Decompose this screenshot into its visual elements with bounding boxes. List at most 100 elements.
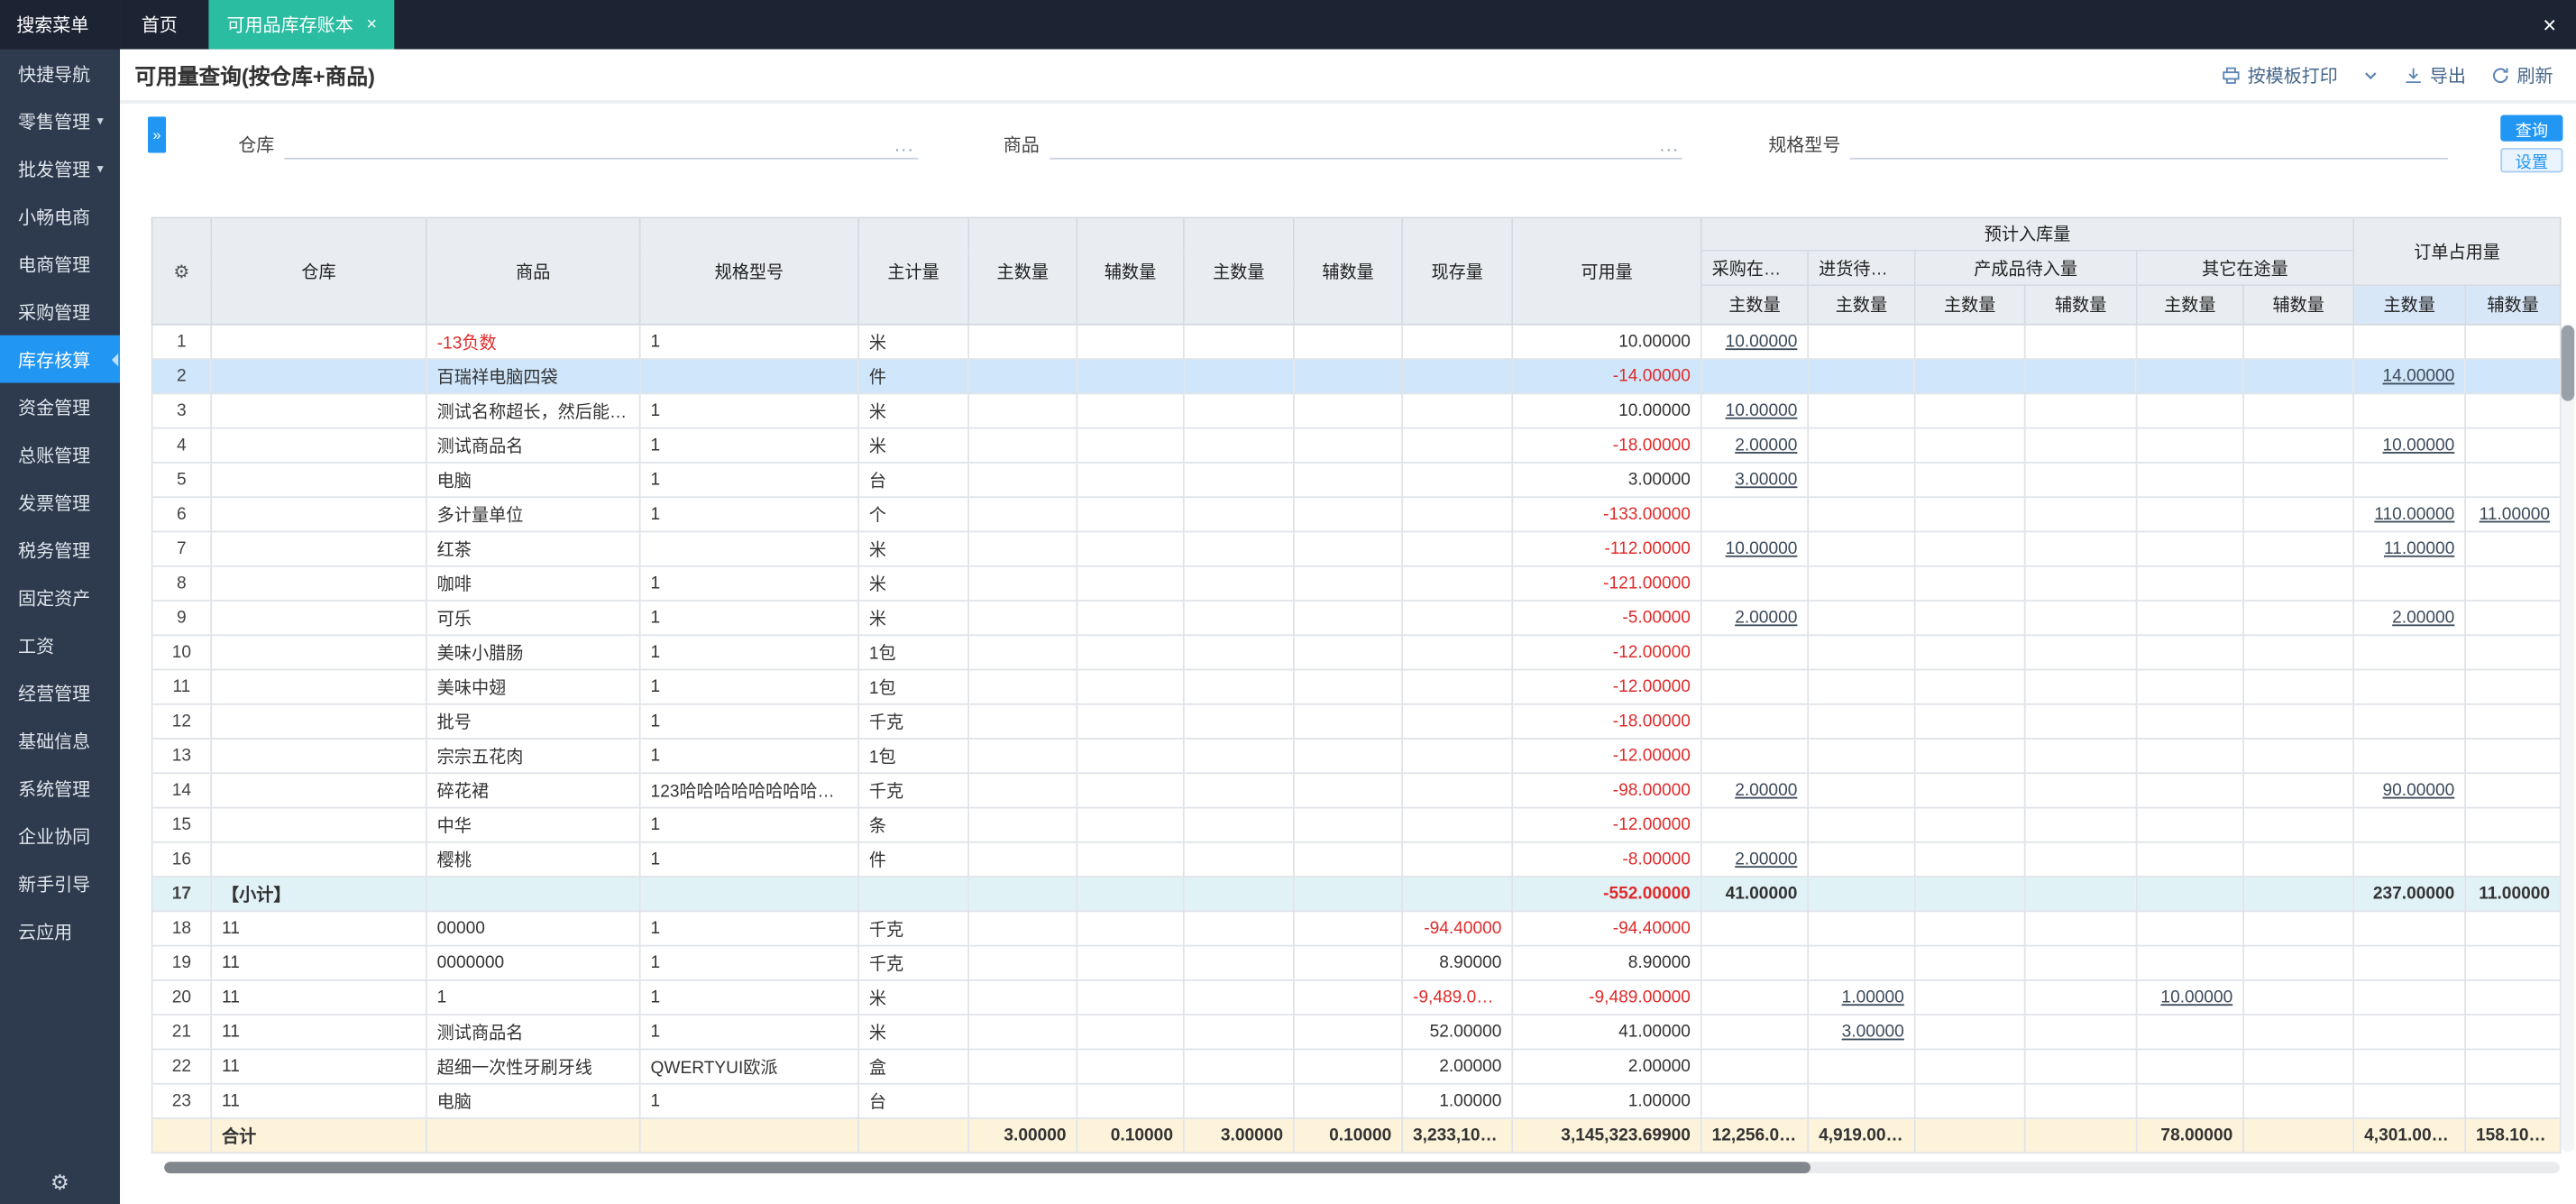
sidebar-item[interactable]: 工资 xyxy=(0,621,120,669)
vertical-scrollbar[interactable] xyxy=(2561,323,2575,1153)
sidebar-item[interactable]: 发票管理 xyxy=(0,478,120,526)
warehouse-picker-ellipsis[interactable]: ... xyxy=(894,136,915,157)
print-button[interactable]: 按模板打印 xyxy=(2221,61,2338,87)
cell[interactable]: 10.00000 xyxy=(2352,427,2467,464)
tab-close-icon[interactable]: × xyxy=(366,14,378,35)
table-row[interactable]: 1 -13负数 1 米 10.00000 10.00000 xyxy=(151,323,2562,361)
table-row[interactable]: 15 中华 1 条 -12.00000 xyxy=(151,806,2562,843)
cell[interactable]: 10.00000 xyxy=(1700,323,1810,361)
sidebar-item[interactable]: 资金管理 xyxy=(0,383,120,431)
sidebar-item[interactable]: 企业协同 xyxy=(0,812,120,859)
cell[interactable]: 3.00000 xyxy=(1700,462,1810,499)
table-row[interactable]: 6 多计量单位 1 个 -133.00000 110.00000 11.00000 xyxy=(151,496,2562,533)
filter-collapse-button[interactable]: » xyxy=(147,116,167,153)
sidebar-item[interactable]: 库存核算 xyxy=(0,335,121,383)
table-row[interactable]: 14 碎花裙123哈哈哈哈哈哈哈哈哈哈哈...千克 -98.000002.00000… xyxy=(151,772,2562,809)
col-other-aux[interactable]: 辅数量 xyxy=(2242,284,2355,326)
sidebar-item[interactable]: 云应用 xyxy=(0,907,120,955)
sidebar-item[interactable]: 快捷导航 xyxy=(0,50,120,97)
tab-home[interactable]: 首页 xyxy=(120,12,198,38)
col-order-main[interactable]: 主数量 xyxy=(2352,284,2467,326)
cell[interactable]: 10.00000 xyxy=(1700,530,1810,567)
sidebar-item[interactable]: 批发管理 ▾ xyxy=(0,144,120,192)
cell[interactable]: 2.00000 xyxy=(2352,600,2467,637)
table-row[interactable]: 16 樱桃 1 件 -8.00000 2.00000 xyxy=(151,841,2562,878)
cell[interactable]: 110.00000 xyxy=(2352,496,2467,533)
col-onhand[interactable]: 现存量 xyxy=(1401,216,1514,326)
cell[interactable]: 2.00000 xyxy=(1700,772,1810,809)
col-spec[interactable]: 规格型号 xyxy=(638,216,859,326)
table-row[interactable]: 21 11 测试商品名 1 米 52.00000 41.00000 3.00000 xyxy=(151,1014,2562,1051)
warehouse-input[interactable]: ... xyxy=(284,126,918,160)
table-row[interactable]: 18 11 00000 1 千克 -94.40000 -94.40000 xyxy=(151,910,2562,947)
window-close-icon[interactable]: × xyxy=(2543,11,2557,38)
cell[interactable]: 2.00000 xyxy=(1700,841,1810,878)
table-row[interactable]: 19 11 0000000 1 千克 8.90000 8.90000 xyxy=(151,944,2562,981)
sidebar-item[interactable]: 小畅电商 xyxy=(0,192,120,240)
tab-available-ledger[interactable]: 可用品库存账本 × xyxy=(208,0,396,50)
table-row[interactable]: 22 11 超细一次性牙刷牙线 QWERTYUI欧派盒 2.00000 2.00000 xyxy=(151,1048,2562,1085)
column-settings-icon[interactable]: ⚙ xyxy=(173,262,190,282)
sidebar-gear-icon[interactable]: ⚙ xyxy=(50,1170,70,1195)
sidebar-item[interactable]: 经营管理 xyxy=(0,669,120,717)
spec-input[interactable] xyxy=(1850,126,2448,160)
table-row[interactable]: 2 百瑞祥电脑四袋 件 -14.00000 14.00000 xyxy=(151,358,2562,395)
vertical-scrollbar-thumb[interactable] xyxy=(2561,325,2575,401)
table-row[interactable]: 9 可乐 1 米 -5.00000 2.00000 2.00000 xyxy=(151,600,2562,637)
settings-button[interactable]: 设置 xyxy=(2500,147,2563,173)
sidebar-item[interactable]: 电商管理 xyxy=(0,240,120,288)
col-incoming-wait[interactable]: 进货待入量 xyxy=(1807,249,1916,287)
sidebar-item[interactable]: 零售管理 ▾ xyxy=(0,97,120,145)
sidebar-search-menu[interactable]: 搜索菜单 xyxy=(0,0,121,50)
query-button[interactable]: 查询 xyxy=(2500,115,2563,142)
table-row[interactable]: 合计 3.00000 0.10000 3.00000 0.10000 3,233,105.… xyxy=(151,1117,2562,1154)
cell[interactable]: 1.00000 xyxy=(1807,979,1916,1016)
sidebar-item[interactable]: 总账管理 xyxy=(0,430,120,478)
horizontal-scrollbar[interactable] xyxy=(164,1162,2560,1173)
col-po-main[interactable]: 主数量 xyxy=(1700,284,1810,326)
sidebar-item[interactable]: 系统管理 xyxy=(0,764,120,812)
sidebar-item[interactable]: 税务管理 xyxy=(0,526,120,574)
cell[interactable]: 90.00000 xyxy=(2352,772,2467,809)
col-available[interactable]: 可用量 xyxy=(1511,216,1702,326)
cell[interactable]: 10.00000 xyxy=(2135,979,2244,1016)
col-incoming-main[interactable]: 主数量 xyxy=(1807,284,1916,326)
col-aux-qty-2[interactable]: 辅数量 xyxy=(1292,216,1404,326)
col-fg-aux[interactable]: 辅数量 xyxy=(2023,284,2138,326)
col-aux-qty-1[interactable]: 辅数量 xyxy=(1076,216,1185,326)
sidebar-item[interactable]: 采购管理 xyxy=(0,288,120,335)
refresh-button[interactable]: 刷新 xyxy=(2490,61,2553,87)
table-row[interactable]: 23 11 电脑 1 台 1.00000 1.00000 xyxy=(151,1082,2562,1119)
export-button[interactable]: 导出 xyxy=(2404,61,2466,87)
col-order-aux[interactable]: 辅数量 xyxy=(2464,284,2562,326)
table-row[interactable]: 11 美味中翅 1 1包 -12.00000 xyxy=(151,668,2562,705)
col-po-transit[interactable]: 采购在途量 xyxy=(1700,249,1810,287)
table-row[interactable]: 8 咖啡 1 米 -121.00000 xyxy=(151,565,2562,602)
sidebar-item[interactable]: 固定资产 xyxy=(0,574,120,621)
table-row[interactable]: 5 电脑 1 台 3.00000 3.00000 xyxy=(151,462,2562,499)
cell[interactable]: 14.00000 xyxy=(2352,358,2467,395)
cell[interactable]: 2.00000 xyxy=(1700,600,1810,637)
cell[interactable]: 10.00000 xyxy=(1700,392,1810,429)
col-main-qty-1[interactable]: 主数量 xyxy=(967,216,1078,326)
product-picker-ellipsis[interactable]: ... xyxy=(1659,136,1680,157)
product-input[interactable]: ... xyxy=(1049,126,1683,160)
horizontal-scrollbar-thumb[interactable] xyxy=(164,1162,1811,1173)
cell[interactable]: 11.00000 xyxy=(2352,530,2467,567)
table-row[interactable]: 20 11 1 1 米 -9,489.000... -9,489.00000 1.00000 1… xyxy=(151,979,2562,1016)
sidebar-item[interactable]: 新手引导 xyxy=(0,859,120,907)
cell[interactable]: 3.00000 xyxy=(1807,1014,1916,1051)
table-row[interactable]: 7 红茶 米 -112.00000 10.00000 11.00000 xyxy=(151,530,2562,567)
col-product[interactable]: 商品 xyxy=(425,216,641,326)
table-row[interactable]: 17 【小计】 -552.00000 41.00000 237.00000 11.0000… xyxy=(151,876,2562,913)
table-row[interactable]: 12 批号 1 千克 -18.00000 xyxy=(151,703,2562,740)
col-unit[interactable]: 主计量 xyxy=(857,216,970,326)
table-row[interactable]: 13 宗宗五花肉 1 1包 -12.00000 xyxy=(151,738,2562,775)
table-row[interactable]: 10 美味小腊肠 1 1包 -12.00000 xyxy=(151,634,2562,671)
col-other-main[interactable]: 主数量 xyxy=(2135,284,2244,326)
sidebar-item[interactable]: 基础信息 xyxy=(0,716,120,764)
col-main-qty-2[interactable]: 主数量 xyxy=(1182,216,1295,326)
print-dropdown[interactable] xyxy=(2362,67,2379,83)
cell[interactable]: 2.00000 xyxy=(1700,427,1810,464)
